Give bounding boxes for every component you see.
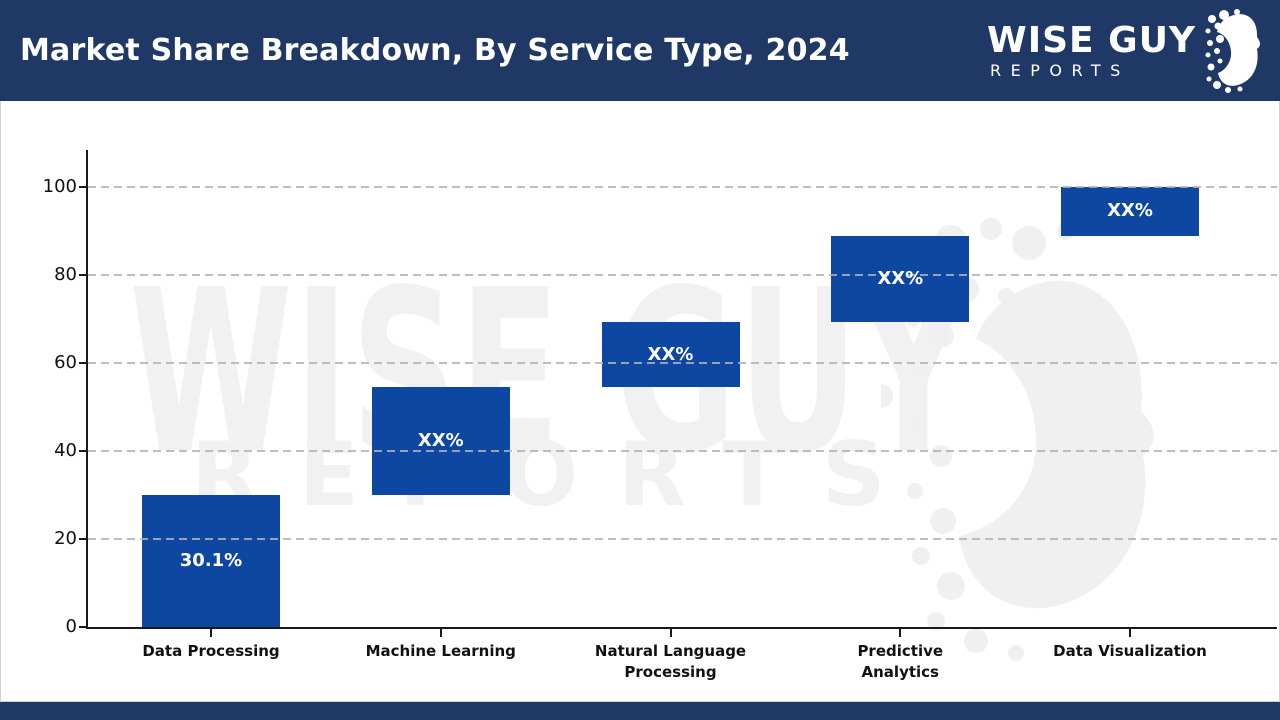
bar-value-label: XX% [417, 429, 464, 451]
bar-value-label: XX% [877, 267, 924, 289]
gridline [88, 186, 1277, 188]
logo-face-icon [1205, 8, 1260, 93]
x-tick-mark [439, 629, 442, 637]
y-tick-label: 40 [54, 440, 77, 461]
chart-title: Market Share Breakdown, By Service Type,… [20, 33, 850, 68]
gridline [88, 538, 1277, 540]
x-tick-mark [669, 629, 672, 637]
y-tick-label: 0 [65, 616, 77, 637]
gridline [88, 362, 1277, 364]
bar-value-label: XX% [647, 343, 694, 365]
y-tick-label: 60 [54, 352, 77, 373]
gridline [88, 274, 1277, 276]
bar-value-label: 30.1% [179, 549, 243, 571]
y-tick-label: 80 [54, 264, 77, 285]
y-tick-label: 100 [42, 176, 77, 197]
x-axis-line [86, 627, 1277, 629]
x-tick-mark [1129, 629, 1131, 637]
bar-segment [1061, 187, 1199, 236]
bar-segment [371, 387, 510, 495]
y-tick-label: 20 [54, 528, 77, 549]
x-category-label: Predictive Analytics [857, 642, 944, 681]
footer-bar [0, 702, 1280, 720]
x-category-label: Machine Learning [365, 642, 516, 660]
x-category-label: Data Visualization [1053, 642, 1207, 660]
y-tick-mark [79, 186, 87, 188]
header-band: Market Share Breakdown, By Service Type,… [0, 0, 1280, 101]
x-tick-mark [899, 629, 902, 637]
bar-segment [142, 494, 280, 627]
y-tick-mark [79, 450, 87, 452]
bar-segment [601, 322, 740, 388]
logo-text: WISE GUY REPORTS [986, 19, 1196, 80]
x-tick-mark [210, 629, 212, 637]
y-tick-mark [79, 626, 87, 628]
wise-guy-reports-logo: WISE GUY REPORTS [986, 8, 1262, 93]
bar-segment [831, 235, 970, 323]
watermark-subtext: REPORTS [191, 423, 926, 526]
bar-value-label: XX% [1107, 200, 1153, 222]
logo-subtitle: REPORTS [989, 60, 1130, 80]
y-tick-mark [79, 538, 87, 540]
x-category-label: Natural Language Processing [594, 642, 747, 681]
y-tick-mark [79, 362, 87, 364]
y-tick-mark [79, 274, 87, 276]
gridline [88, 450, 1277, 452]
logo-wordmark: WISE GUY [986, 19, 1196, 61]
y-axis-line [86, 150, 88, 629]
x-category-label: Data Processing [142, 642, 280, 660]
watermark-text: WISE GUY [129, 242, 969, 504]
